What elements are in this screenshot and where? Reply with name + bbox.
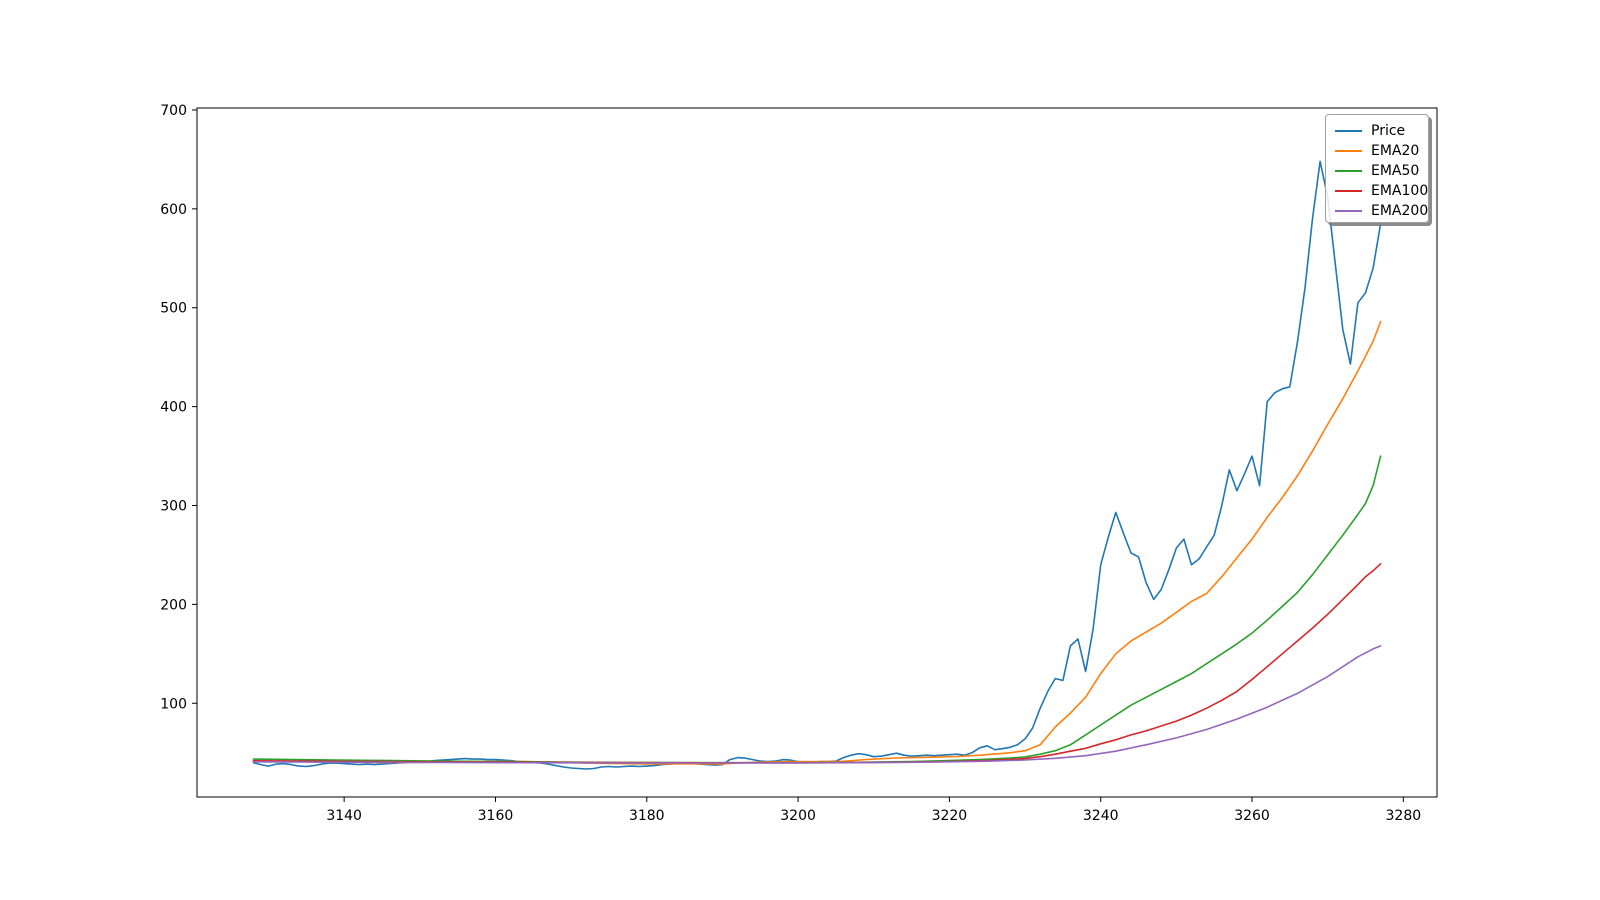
legend-label: EMA200 xyxy=(1371,203,1429,219)
y-tick-label: 300 xyxy=(160,499,187,515)
plot-area-border xyxy=(196,107,1438,798)
legend-line-sample xyxy=(1335,190,1362,192)
x-tick-label: 3180 xyxy=(629,808,665,824)
legend-item-ema200: EMA200 xyxy=(1335,201,1428,221)
legend-line-sample xyxy=(1335,210,1362,212)
legend-line-sample xyxy=(1335,150,1362,152)
legend-item-ema100: EMA100 xyxy=(1335,181,1428,201)
legend-label: EMA20 xyxy=(1371,143,1420,159)
legend-label: EMA50 xyxy=(1371,163,1420,179)
x-tick-label: 3160 xyxy=(478,808,514,824)
y-tick-label: 500 xyxy=(160,301,187,317)
y-tick-label: 700 xyxy=(160,103,187,119)
legend-item-ema20: EMA20 xyxy=(1335,141,1420,161)
legend-line-sample xyxy=(1335,130,1362,132)
price-line xyxy=(252,160,1382,770)
x-tick-label: 3140 xyxy=(326,808,362,824)
legend-label: EMA100 xyxy=(1371,183,1429,199)
x-tick-label: 3240 xyxy=(1083,808,1119,824)
x-tick-label: 3200 xyxy=(780,808,816,824)
legend-item-price: Price xyxy=(1335,121,1418,141)
y-tick-label: 100 xyxy=(160,696,187,712)
legend: Price EMA20 EMA50 EMA100 EMA200 xyxy=(1325,114,1429,223)
y-tick-label: 400 xyxy=(160,400,187,416)
ema50-line xyxy=(252,455,1382,764)
x-tick-label: 3260 xyxy=(1234,808,1270,824)
legend-label: Price xyxy=(1371,123,1406,139)
x-tick-label: 3280 xyxy=(1386,808,1422,824)
ema20-line xyxy=(252,320,1382,765)
legend-line-sample xyxy=(1335,170,1362,172)
y-tick-label: 600 xyxy=(160,202,187,218)
legend-item-ema50: EMA50 xyxy=(1335,161,1420,181)
ema200-line xyxy=(252,645,1382,764)
ema100-line xyxy=(252,562,1382,764)
x-tick-label: 3220 xyxy=(932,808,968,824)
y-tick-label: 200 xyxy=(160,597,187,613)
